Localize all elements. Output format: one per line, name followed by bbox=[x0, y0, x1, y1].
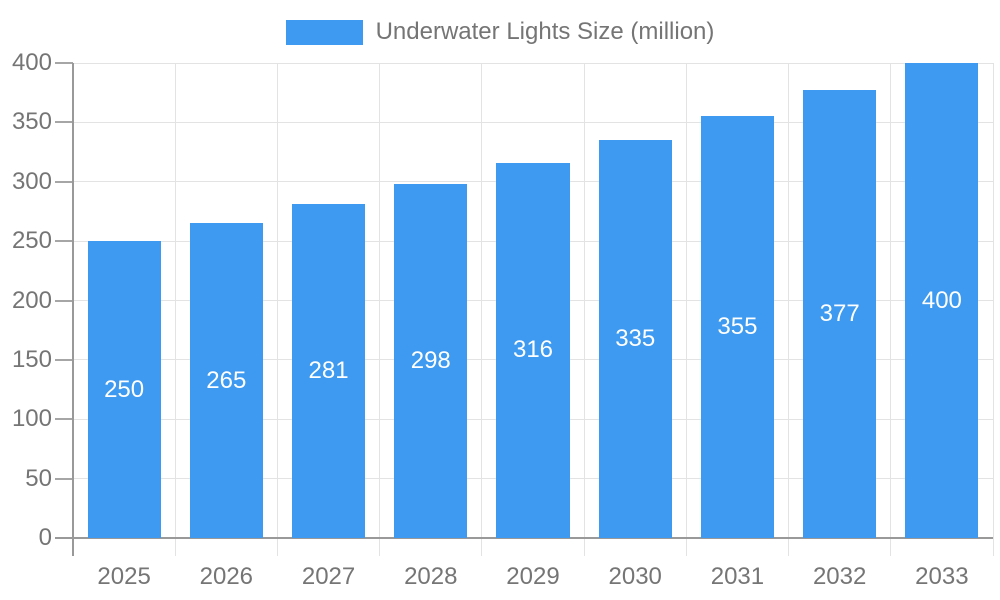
x-axis-tick-label: 2029 bbox=[506, 563, 560, 590]
x-axis-tick-label: 2028 bbox=[404, 563, 458, 590]
y-axis-tick-label: 150 bbox=[11, 345, 52, 373]
y-axis-tick bbox=[55, 418, 73, 421]
y-axis-tick bbox=[55, 299, 73, 302]
v-gridline bbox=[379, 63, 381, 556]
v-gridline bbox=[276, 63, 278, 556]
y-axis-tick-label: 50 bbox=[25, 464, 52, 492]
bar-2032 bbox=[803, 90, 877, 538]
bar-2031 bbox=[700, 116, 774, 538]
x-axis-tick-label: 2033 bbox=[915, 563, 969, 590]
y-axis-tick-label: 400 bbox=[11, 49, 52, 76]
y-axis-tick bbox=[55, 358, 73, 361]
y-axis-tick bbox=[55, 121, 73, 124]
bar-2030 bbox=[598, 140, 672, 538]
y-axis-tick-label: 200 bbox=[11, 286, 52, 314]
bar-2033 bbox=[905, 63, 979, 538]
y-axis-tick-label: 0 bbox=[38, 524, 52, 551]
x-axis-tick-label: 2026 bbox=[199, 563, 254, 590]
y-axis-tick-label: 350 bbox=[11, 108, 52, 136]
legend-label: Underwater Lights Size (million) bbox=[375, 18, 715, 45]
y-axis-tick bbox=[55, 240, 73, 243]
x-axis-tick-label: 2032 bbox=[812, 563, 867, 590]
v-gridline bbox=[685, 63, 687, 556]
v-gridline bbox=[788, 63, 790, 556]
v-gridline bbox=[890, 63, 892, 556]
y-axis-tick-label: 250 bbox=[11, 227, 52, 255]
x-axis-tick-label: 2030 bbox=[608, 563, 662, 590]
legend-swatch-icon bbox=[285, 19, 363, 45]
bar-2028 bbox=[394, 184, 468, 538]
bar-2029 bbox=[496, 162, 570, 538]
v-gridline bbox=[174, 63, 176, 556]
bar-2027 bbox=[292, 204, 366, 538]
y-axis-tick bbox=[55, 477, 73, 480]
h-gridline bbox=[73, 62, 993, 64]
bar-2026 bbox=[189, 223, 263, 538]
h-gridline bbox=[73, 121, 993, 123]
x-axis-line bbox=[55, 537, 993, 539]
y-axis-line bbox=[72, 63, 74, 556]
v-gridline bbox=[992, 63, 994, 556]
y-axis-tick bbox=[55, 180, 73, 183]
y-axis-tick-label: 300 bbox=[11, 167, 52, 195]
y-axis-tick-label: 100 bbox=[11, 405, 52, 433]
v-gridline bbox=[583, 63, 585, 556]
x-axis-tick-label: 2031 bbox=[710, 563, 765, 590]
x-axis-tick-label: 2027 bbox=[301, 563, 356, 590]
v-gridline bbox=[481, 63, 483, 556]
y-axis-tick bbox=[55, 62, 73, 64]
legend-item[interactable]: Underwater Lights Size (million) bbox=[0, 18, 1000, 46]
x-axis-tick-label: 2025 bbox=[97, 563, 151, 590]
bar-2025 bbox=[87, 241, 161, 538]
